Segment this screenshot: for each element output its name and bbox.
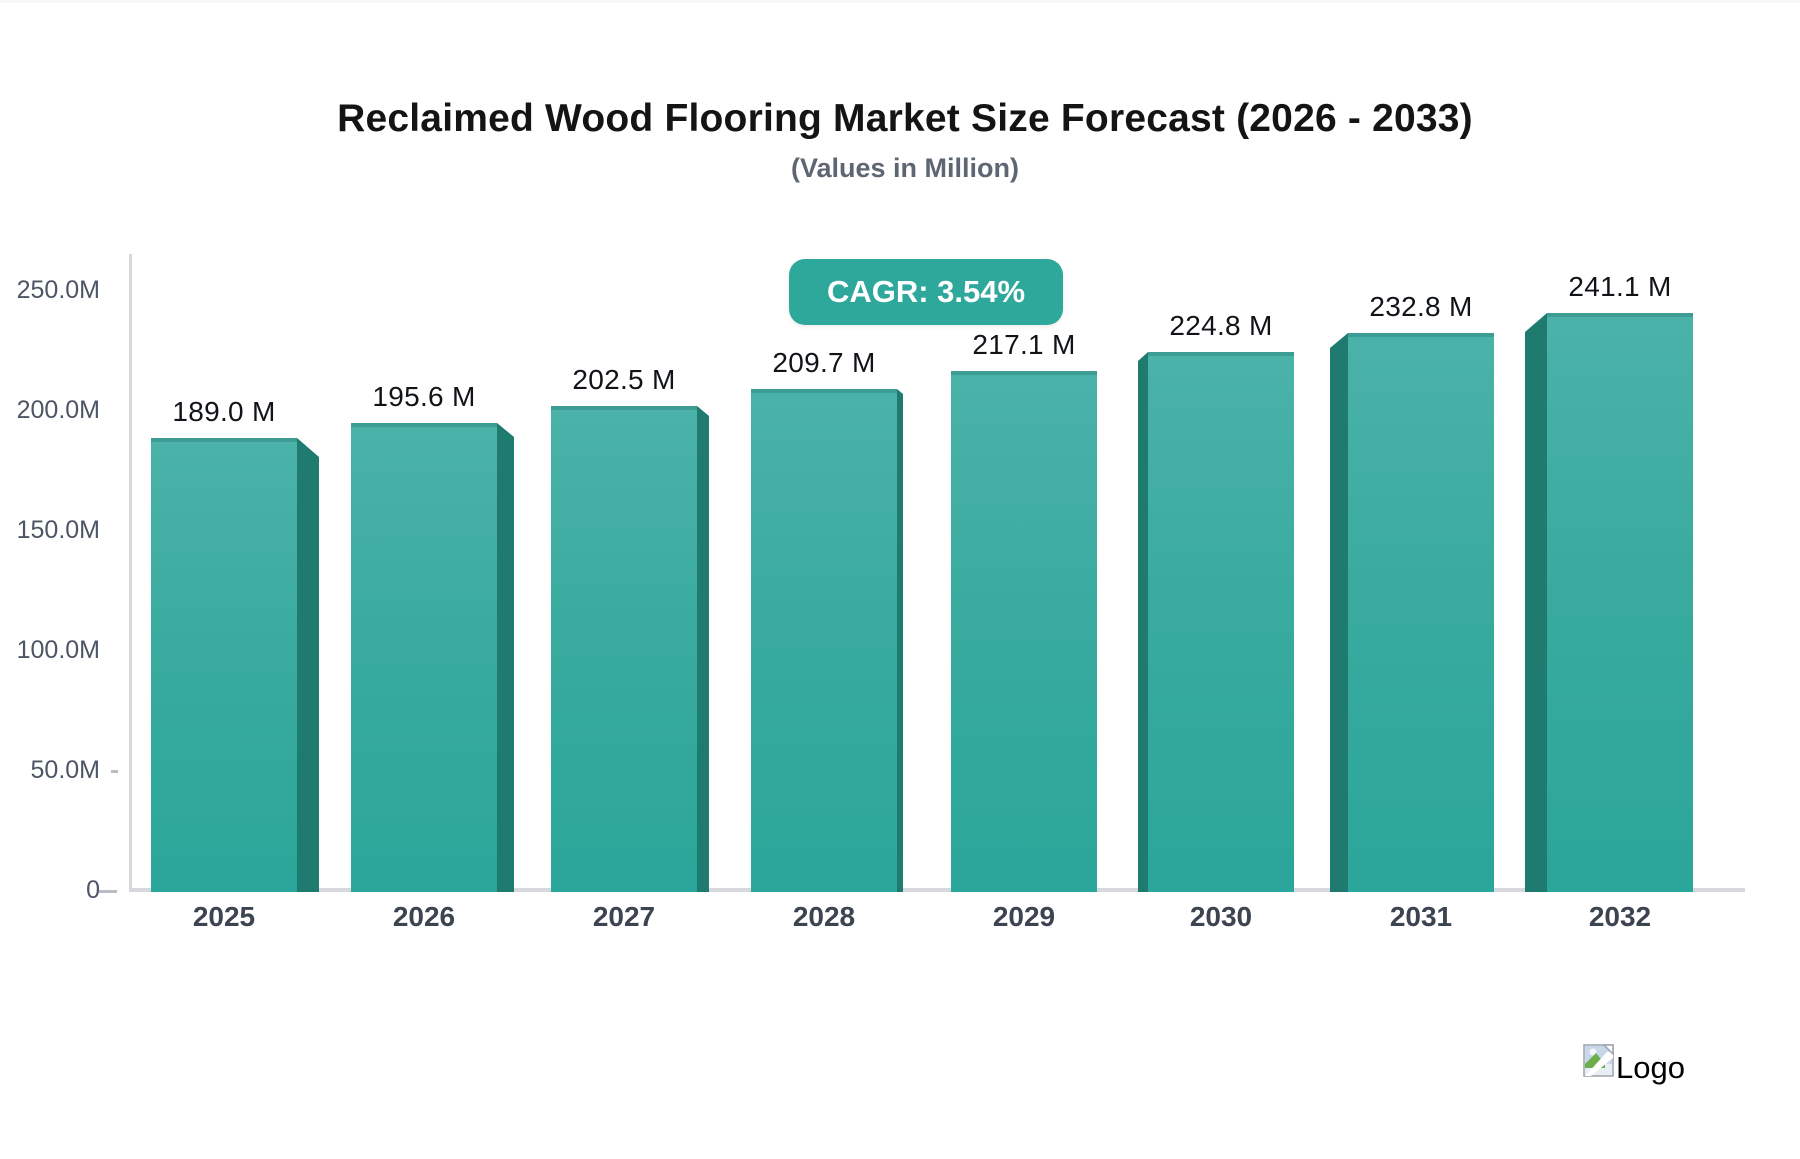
- x-tick-label: 2030: [1189, 901, 1253, 932]
- y-tick-mark: [99, 890, 117, 893]
- x-tick-label: 2027: [592, 901, 656, 932]
- bar-2032: [1525, 313, 1693, 892]
- bar-value-label: 232.8 M: [1369, 291, 1473, 322]
- bar-face: [1547, 313, 1693, 892]
- bar-side: [1330, 333, 1348, 892]
- bar-face: [751, 389, 897, 892]
- x-tick-label: 2026: [392, 901, 456, 932]
- bar-face: [551, 406, 697, 892]
- bar-value-label: 224.8 M: [1169, 310, 1273, 341]
- cagr-badge: CAGR: 3.54%: [789, 259, 1063, 325]
- y-tick-label: 200.0M: [16, 396, 100, 424]
- y-tick-label: 150.0M: [16, 516, 100, 544]
- bar-value-label: 217.1 M: [972, 329, 1076, 360]
- bar-face: [951, 371, 1097, 892]
- bar-2030: [1138, 352, 1294, 892]
- y-tick-mark: [111, 770, 118, 773]
- bar-2031: [1330, 333, 1494, 892]
- x-tick-label: 2029: [992, 901, 1056, 932]
- bar-side: [497, 423, 514, 892]
- bar-value-label: 202.5 M: [572, 364, 676, 395]
- bar-2028: [751, 389, 903, 892]
- bar-face: [151, 438, 297, 892]
- y-tick-label: 0: [86, 876, 100, 904]
- bar-2029: [951, 371, 1097, 892]
- bar-2025: [151, 438, 319, 892]
- bar-value-label: 209.7 M: [772, 347, 876, 378]
- y-axis-line: [129, 254, 132, 891]
- x-tick-label: 2028: [792, 901, 856, 932]
- x-tick-label: 2031: [1389, 901, 1453, 932]
- y-tick-label: 250.0M: [16, 276, 100, 304]
- broken-image-icon: [1583, 1044, 1614, 1077]
- bar-side: [897, 389, 903, 892]
- bar-value-label: 195.6 M: [372, 381, 476, 412]
- logo: Logo: [1583, 1044, 1685, 1092]
- bar-side: [1525, 313, 1547, 892]
- x-axis-line: [129, 888, 1745, 892]
- x-tick-label: 2032: [1588, 901, 1652, 932]
- bar-face: [351, 423, 497, 892]
- bar-side: [697, 406, 709, 892]
- bar-face: [1348, 333, 1494, 892]
- logo-alt-text: Logo: [1616, 1050, 1685, 1085]
- bar-side: [297, 438, 319, 892]
- y-tick-label: 100.0M: [16, 636, 100, 664]
- x-tick-label: 2025: [192, 901, 256, 932]
- bar-value-label: 241.1 M: [1568, 271, 1672, 302]
- y-tick-label: 50.0M: [30, 756, 100, 784]
- chart-subtitle: (Values in Million): [790, 153, 1020, 183]
- bar-face: [1148, 352, 1294, 892]
- bar-side: [1138, 352, 1148, 892]
- chart-title: Reclaimed Wood Flooring Market Size Fore…: [337, 97, 1473, 140]
- bar-value-label: 189.0 M: [172, 396, 276, 427]
- bar-2026: [351, 423, 514, 892]
- bar-2027: [551, 406, 709, 892]
